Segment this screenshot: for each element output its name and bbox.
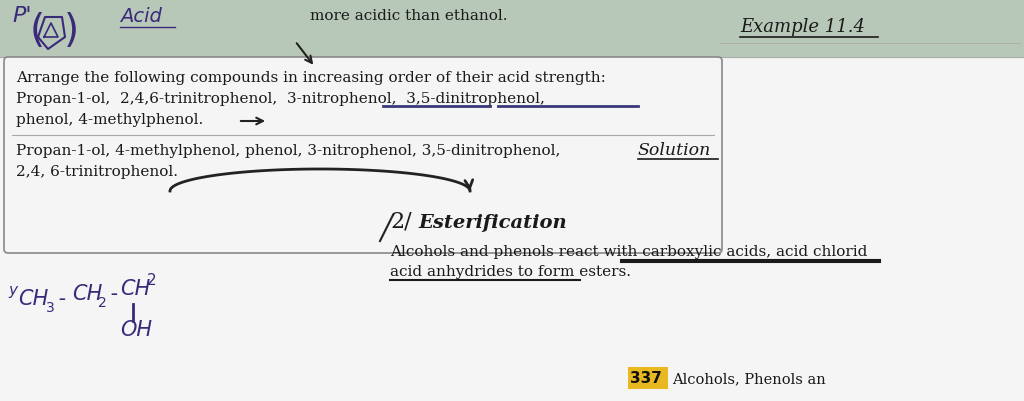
- Text: more acidic than ethanol.: more acidic than ethanol.: [310, 9, 508, 23]
- Text: Acid: Acid: [120, 7, 162, 26]
- Text: phenol, 4-methylphenol.: phenol, 4-methylphenol.: [16, 113, 203, 127]
- Text: CH: CH: [120, 278, 151, 298]
- Text: -: -: [104, 283, 118, 303]
- Text: 3: 3: [46, 300, 54, 314]
- Text: Esterification: Esterification: [418, 213, 566, 231]
- Text: Arrange the following compounds in increasing order of their acid strength:: Arrange the following compounds in incre…: [16, 71, 606, 85]
- Text: Solution: Solution: [638, 142, 712, 159]
- FancyBboxPatch shape: [4, 58, 722, 253]
- Bar: [0, 0, 1024, 58]
- Bar: [0, 58, 1024, 401]
- Text: Propan-1-ol, 4-methylphenol, phenol, 3-nitrophenol, 3,5-dinitrophenol,: Propan-1-ol, 4-methylphenol, phenol, 3-n…: [16, 144, 560, 158]
- Text: Example 11.4: Example 11.4: [740, 18, 865, 36]
- Text: acid anhydrides to form esters.: acid anhydrides to form esters.: [390, 264, 631, 278]
- Text: 2/: 2/: [390, 211, 412, 233]
- Text: Alcohols and phenols react with carboxylic acids, acid chlorid: Alcohols and phenols react with carboxyl…: [390, 244, 867, 258]
- Text: y: y: [8, 282, 17, 297]
- Text: ): ): [63, 12, 79, 50]
- Text: -: -: [52, 288, 67, 308]
- Text: 2,4, 6-trinitrophenol.: 2,4, 6-trinitrophenol.: [16, 164, 178, 178]
- Text: CH: CH: [18, 288, 48, 308]
- Text: 2: 2: [98, 295, 106, 309]
- Text: P': P': [12, 6, 32, 26]
- Text: OH: OH: [120, 319, 153, 339]
- Text: 337: 337: [630, 370, 662, 385]
- Text: (: (: [30, 12, 45, 50]
- Bar: [628, 367, 668, 389]
- Text: 2: 2: [147, 272, 157, 287]
- Text: CH: CH: [72, 283, 102, 303]
- Text: Propan-1-ol,  2,4,6-trinitrophenol,  3-nitrophenol,  3,5-dinitrophenol,: Propan-1-ol, 2,4,6-trinitrophenol, 3-nit…: [16, 92, 545, 106]
- Text: Alcohols, Phenols an: Alcohols, Phenols an: [672, 371, 825, 385]
